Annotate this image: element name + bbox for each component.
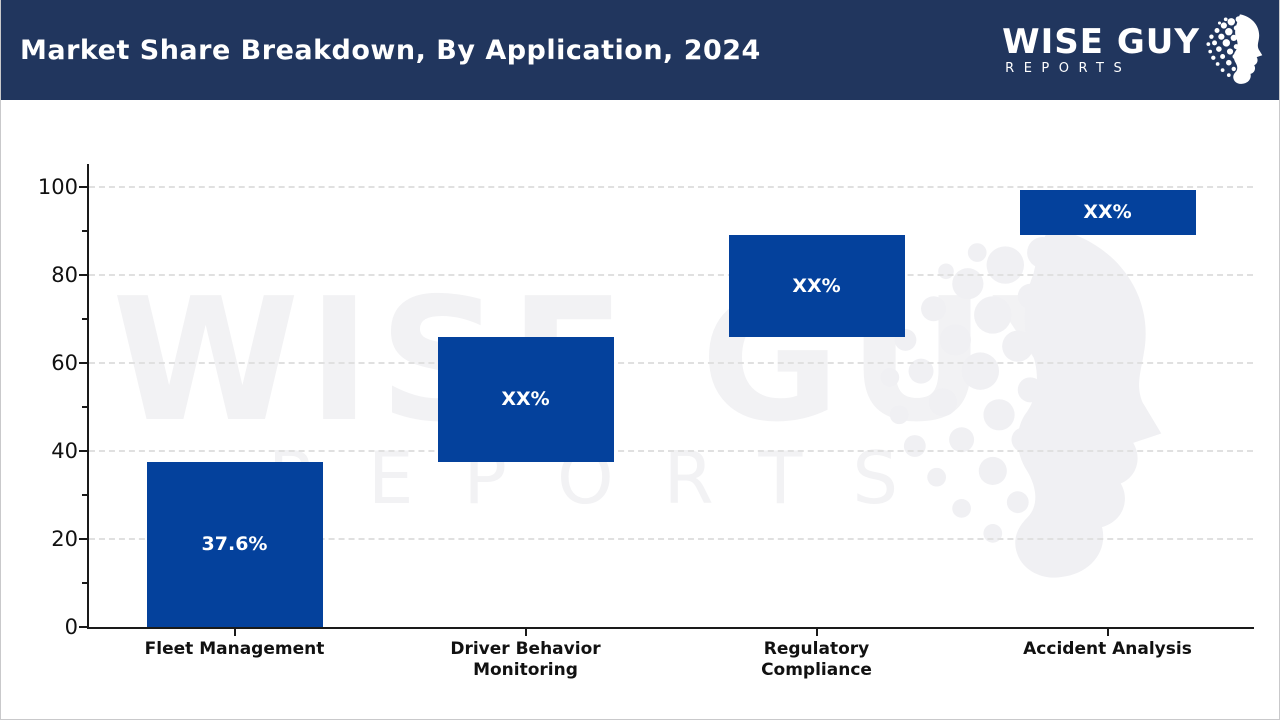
wise-guy-head-icon xyxy=(1204,12,1266,88)
y-axis-tick-label: 80 xyxy=(51,263,78,287)
wise-guy-reports-logo: WISE GUY REPORTS xyxy=(1002,6,1266,94)
y-axis-tick xyxy=(79,186,87,188)
y-axis-minor-tick xyxy=(82,230,87,232)
watermark-wordmark: WISE GUY xyxy=(112,262,1126,460)
bar: 37.6% xyxy=(146,461,323,627)
logo-subtitle: REPORTS xyxy=(1005,61,1132,76)
y-axis-tick xyxy=(79,450,87,452)
bar: XX% xyxy=(437,337,614,462)
gridline xyxy=(89,274,1253,276)
page-title: Market Share Breakdown, By Application, … xyxy=(20,34,761,66)
category-label: Fleet Management xyxy=(144,639,325,659)
gridline xyxy=(89,538,1253,540)
x-axis-tick xyxy=(233,629,236,636)
y-axis-minor-tick xyxy=(82,494,87,496)
bar-value-label: 37.6% xyxy=(201,533,268,556)
y-axis-tick-label: 100 xyxy=(37,175,78,199)
y-axis-tick-label: 20 xyxy=(51,527,78,551)
y-axis-tick xyxy=(79,362,87,364)
y-axis xyxy=(87,164,89,629)
y-axis-tick-label: 0 xyxy=(64,615,78,639)
x-axis-tick xyxy=(1106,629,1109,636)
y-axis-minor-tick xyxy=(82,582,87,584)
gridline xyxy=(89,362,1253,364)
category-label: Driver Behavior Monitoring xyxy=(450,639,601,680)
x-axis-tick xyxy=(815,629,818,636)
bar: XX% xyxy=(1019,189,1196,235)
bar: XX% xyxy=(728,234,905,338)
bar-value-label: XX% xyxy=(792,274,841,297)
y-axis-tick xyxy=(79,538,87,540)
gridline xyxy=(89,186,1253,188)
category-label: Regulatory Compliance xyxy=(761,639,872,680)
x-axis xyxy=(87,627,1254,629)
bar-value-label: XX% xyxy=(1083,201,1132,224)
category-label: Accident Analysis xyxy=(1023,639,1192,659)
y-axis-minor-tick xyxy=(82,318,87,320)
y-axis-tick-label: 40 xyxy=(51,439,78,463)
y-axis-tick xyxy=(79,274,87,276)
bar-value-label: XX% xyxy=(501,388,550,411)
header-bar: Market Share Breakdown, By Application, … xyxy=(0,0,1280,100)
logo-wordmark: WISE GUY xyxy=(1002,22,1200,62)
logo-text: WISE GUY REPORTS xyxy=(1002,24,1200,76)
y-axis-tick xyxy=(79,626,87,628)
x-axis-tick xyxy=(524,629,527,636)
y-axis-minor-tick xyxy=(82,406,87,408)
gridline xyxy=(89,450,1253,452)
y-axis-tick-label: 60 xyxy=(51,351,78,375)
